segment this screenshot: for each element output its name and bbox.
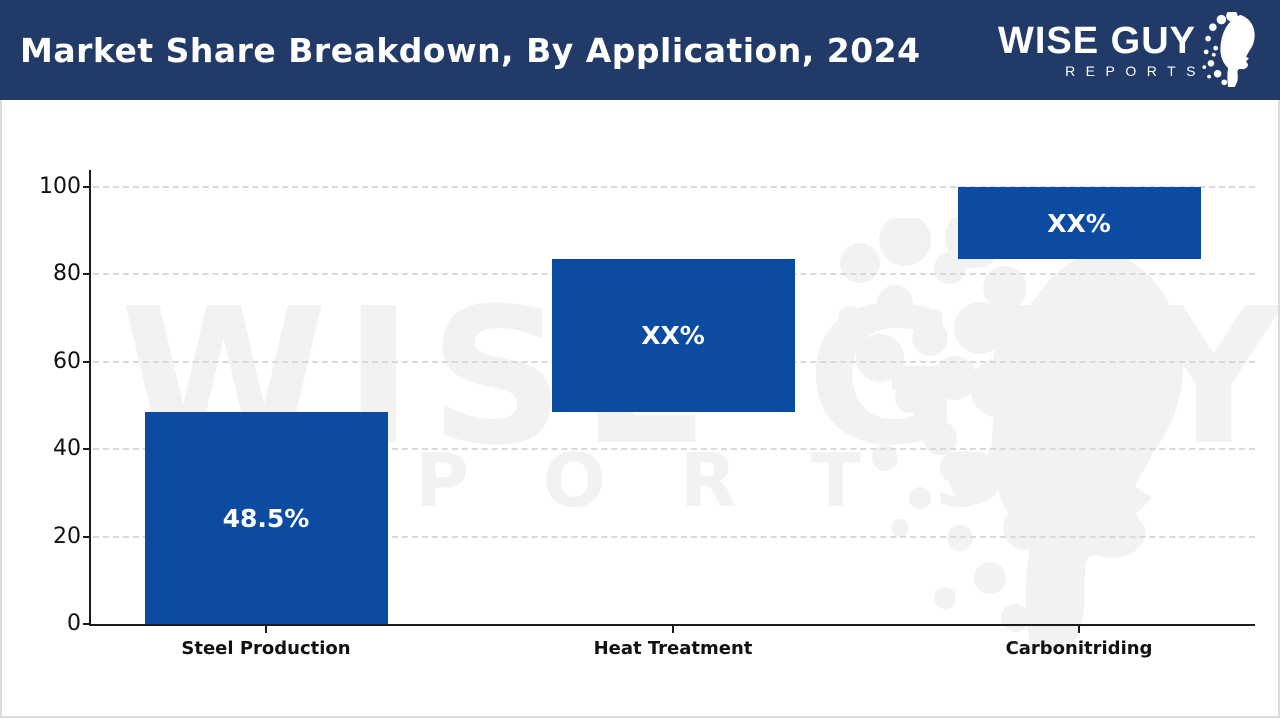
bar-value-label: XX% [1047, 208, 1111, 238]
y-tick-label: 80 [53, 261, 81, 287]
x-category-label: Steel Production [181, 638, 351, 659]
y-tick-mark [83, 535, 91, 538]
y-tick-label: 60 [53, 348, 81, 374]
chart-area: WISE GUY R E P O R T S 02040608010048.5%… [0, 100, 1280, 718]
bar-segment: XX% [551, 259, 795, 413]
y-axis-line [89, 170, 91, 626]
y-tick-mark [83, 448, 91, 451]
bar-segment: XX% [957, 187, 1201, 260]
header-banner: Market Share Breakdown, By Application, … [0, 0, 1280, 100]
x-category-label: Carbonitriding [1005, 638, 1153, 659]
y-tick-mark [83, 273, 91, 276]
y-tick-mark [83, 186, 91, 188]
y-tick-label: 20 [53, 523, 81, 549]
x-tick-mark [672, 626, 674, 633]
x-category-label: Heat Treatment [593, 638, 753, 659]
y-tick-mark [83, 360, 91, 363]
bar-segment: 48.5% [144, 412, 388, 624]
y-tick-label: 40 [53, 436, 81, 462]
gridline [93, 448, 1255, 451]
wise-guy-logo: WISE GUY REPORTS [998, 12, 1258, 88]
y-tick-label: 0 [67, 611, 81, 636]
logo-subtitle: REPORTS [1065, 63, 1206, 79]
x-tick-mark [1078, 626, 1080, 633]
logo-face-icon [1202, 12, 1255, 88]
page-title: Market Share Breakdown, By Application, … [20, 30, 921, 70]
x-axis-line [89, 624, 1255, 626]
bar-value-label: XX% [641, 321, 705, 351]
logo-text: WISE GUY REPORTS [998, 22, 1196, 78]
gridline [93, 186, 1255, 188]
x-tick-mark [265, 626, 267, 633]
logo-wordmark: WISE GUY [997, 20, 1196, 62]
y-tick-label: 100 [39, 174, 81, 199]
bar-value-label: 48.5% [222, 503, 310, 533]
gridline [93, 535, 1255, 538]
y-tick-mark [83, 623, 91, 625]
plot: 0 20 40 60 80 100 48.5% Steel Production XX% Heat… [2, 100, 1278, 716]
